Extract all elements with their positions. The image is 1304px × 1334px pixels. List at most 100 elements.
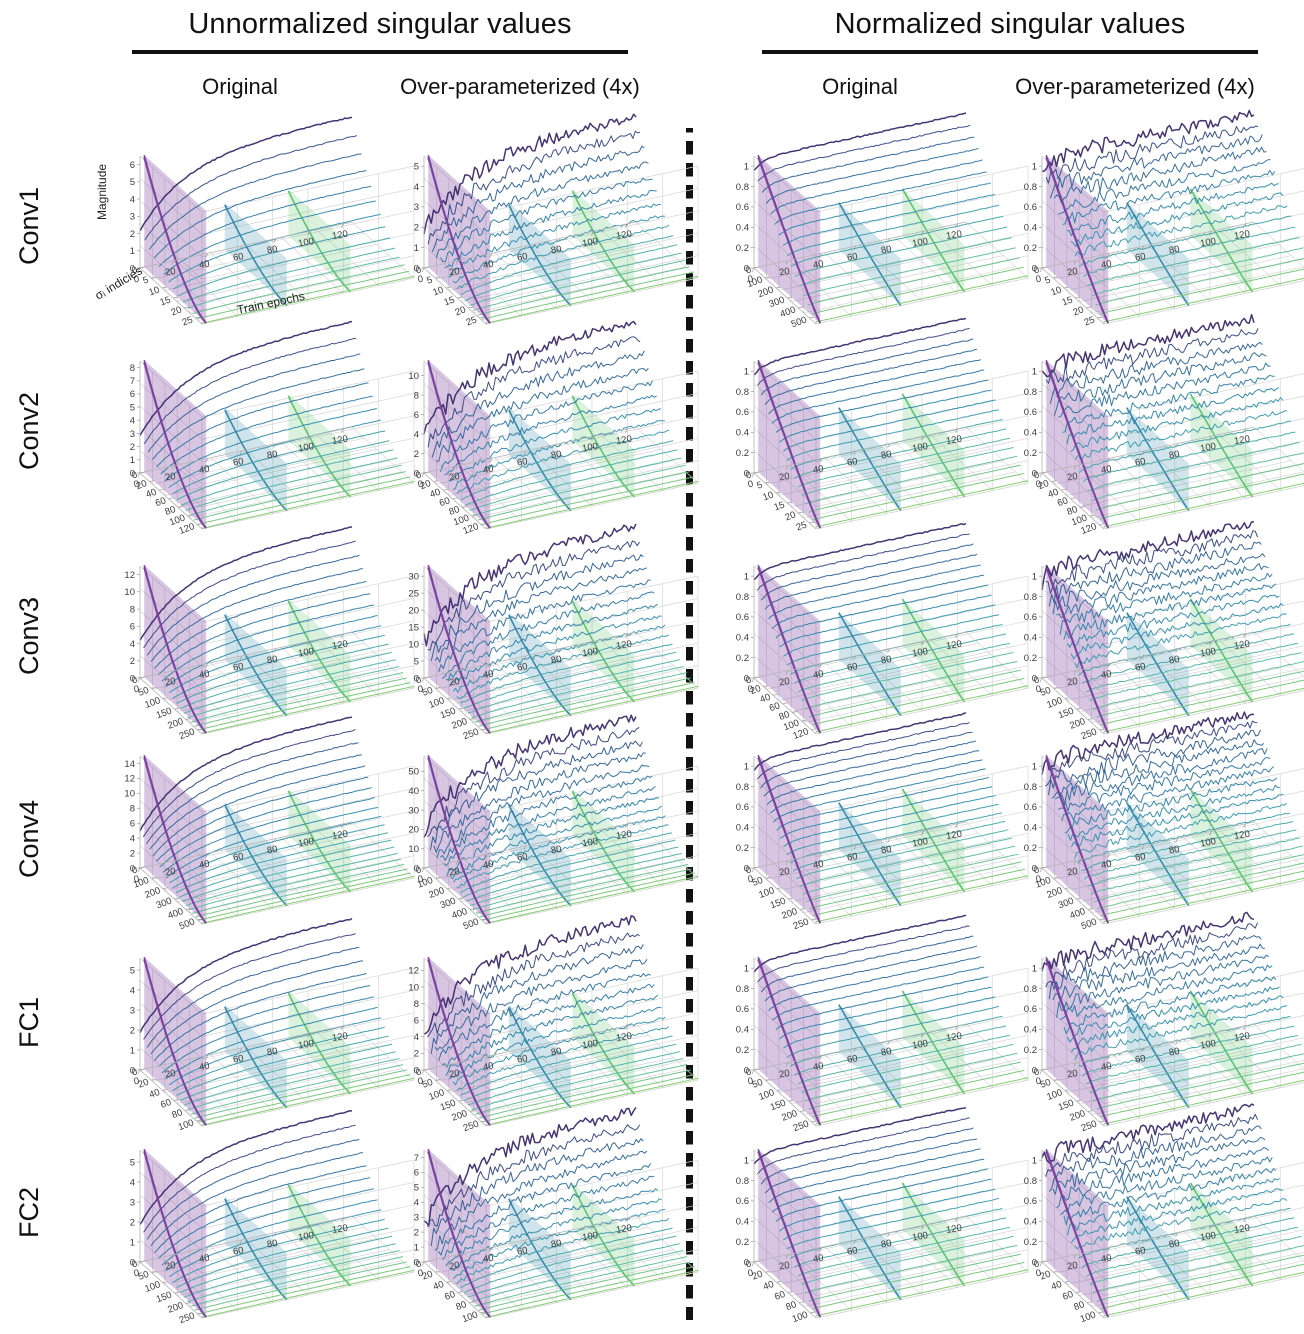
ridge-curves [753,112,1029,323]
svg-text:1: 1 [1032,572,1037,583]
svg-text:1: 1 [744,1156,749,1167]
plot-panel-conv4-unnormalized-overparam[interactable]: 0 10 20 30 40 50 0 20 40 60 80 100 120 0 100 200 300 400 5… [372,714,699,933]
svg-text:0.4: 0.4 [1024,1025,1037,1036]
plot-panel-conv3-unnormalized-original[interactable]: 0 2 4 6 8 10 12 0 20 40 60 80 100 120 0 50 100 150 200 250 [88,526,415,743]
svg-text:60: 60 [846,456,858,469]
svg-text:80: 80 [880,654,892,667]
plot-panel-fc1-normalized-original[interactable]: 0 0.2 0.4 0.6 0.8 1 0 20 40 60 80 100 120 0 50 100 150 20… [702,914,1029,1135]
svg-text:0.2: 0.2 [736,1045,749,1056]
svg-text:100: 100 [452,513,471,529]
svg-text:20: 20 [448,1068,460,1081]
init-spectrum-spine [757,958,822,1126]
svg-text:120: 120 [1080,521,1099,537]
svg-text:40: 40 [428,487,442,501]
plot-panel-conv1-normalized-original[interactable]: 0 0.2 0.4 0.6 0.8 1 0 20 40 60 80 100 120 0 100 200 300 4… [702,112,1029,333]
svg-text:3: 3 [130,212,135,223]
svg-text:20: 20 [421,1269,435,1283]
plot-panel-conv1-normalized-overparam[interactable]: 0 0.2 0.4 0.6 0.8 1 0 20 40 60 80 100 120 0 5 10 15 20 25 [990,109,1304,333]
svg-text:100: 100 [1199,441,1217,455]
svg-text:1: 1 [130,455,135,466]
plot-panel-conv4-unnormalized-original[interactable]: 0 2 4 6 8 10 12 14 0 20 40 60 80 100 120 0 100 200 300 400 5… [88,716,415,933]
svg-text:0: 0 [130,863,135,874]
svg-text:10: 10 [408,982,419,993]
svg-text:80: 80 [1168,1238,1180,1251]
svg-text:10: 10 [124,789,135,800]
plot-panel-conv2-normalized-original[interactable]: 0 0.2 0.4 0.6 0.8 1 0 20 40 60 80 100 120 0 5 10 15 20 25 [702,317,1029,538]
svg-text:60: 60 [516,661,528,674]
svg-text:0.6: 0.6 [736,612,749,623]
plot-panel-conv1-unnormalized-original[interactable]: 0 1 2 3 4 5 6 0 20 40 60 80 100 120 0 5 10 15 20 25 Magnitu… [88,116,415,333]
svg-text:1: 1 [130,1045,135,1056]
init-spectrum-spine [143,1151,207,1318]
epoch-highlight-slices [427,359,635,529]
svg-text:80: 80 [1168,844,1180,857]
svg-text:80: 80 [266,654,278,667]
svg-text:3: 3 [414,1213,419,1224]
svg-text:60: 60 [443,1289,457,1303]
init-spectrum-spine [757,756,822,924]
svg-text:8: 8 [130,604,135,615]
svg-text:60: 60 [768,700,782,714]
plot-panel-fc2-normalized-original[interactable]: 0 0.2 0.4 0.6 0.8 1 0 20 40 60 80 100 120 0 20 40 60 80 10… [702,1106,1029,1327]
init-spectrum-spine [757,566,822,734]
plot-panel-conv3-normalized-original[interactable]: 0 0.2 0.4 0.6 0.8 1 0 20 40 60 80 100 120 0 20 40 60 80 10… [702,522,1029,743]
svg-text:0: 0 [414,674,423,686]
svg-text:250: 250 [178,1310,197,1326]
svg-text:120: 120 [945,829,963,843]
svg-text:10: 10 [408,371,419,382]
plot-panel-fc2-normalized-overparam[interactable]: 0 0.2 0.4 0.6 0.8 1 0 20 40 60 80 100 120 0 20 40 60 80 10… [990,1103,1304,1327]
svg-text:2: 2 [414,449,419,460]
svg-text:60: 60 [846,661,858,674]
column-title-norm-overparam: Over-parameterized (4x) [1015,74,1255,99]
svg-text:40: 40 [1100,1253,1112,1266]
plot-panel-conv3-normalized-overparam[interactable]: 0 0.2 0.4 0.6 0.8 1 0 20 40 60 80 100 120 0 50 100 150 20… [990,520,1304,743]
svg-text:0: 0 [130,469,139,481]
epoch-highlight-slices [757,754,966,924]
svg-text:0.8: 0.8 [736,984,749,995]
svg-text:15: 15 [773,499,787,513]
svg-text:20: 20 [778,471,790,484]
svg-text:40: 40 [1100,1061,1112,1074]
plot-panel-conv1-unnormalized-overparam[interactable]: 0 1 2 3 4 5 0 20 40 60 80 100 120 0 5 10 15 20 25 [372,113,699,333]
svg-text:20: 20 [164,471,176,484]
plot-panel-fc1-normalized-overparam[interactable]: 0 0.2 0.4 0.6 0.8 1 0 20 40 60 80 100 120 0 50 100 150 20… [990,911,1304,1135]
svg-text:2: 2 [414,1049,419,1060]
axis-lines [139,156,353,325]
svg-text:200: 200 [450,1108,469,1124]
plot-panel-conv3-unnormalized-overparam[interactable]: 0 5 10 15 20 25 30 0 20 40 60 80 100 120 0 50 100 150 200 2… [372,523,699,743]
init-spectrum-spine [757,1150,822,1318]
svg-text:0: 0 [130,1066,139,1078]
svg-text:5: 5 [1043,274,1052,286]
z-axis-ticks: 0 0.2 0.4 0.6 0.8 1 [736,964,754,1076]
axis-lines [1041,958,1255,1127]
axis-lines [423,1150,637,1319]
plot-panel-conv2-unnormalized-overparam[interactable]: 0 2 4 6 8 10 0 20 40 60 80 100 120 0 20 40 60 80 100 120 [372,320,699,538]
epoch-highlight-slices [1045,754,1254,924]
svg-text:0: 0 [744,864,753,876]
plot-panel-conv4-normalized-overparam[interactable]: 0 0.2 0.4 0.6 0.8 1 0 20 40 60 80 100 120 0 100 200 300 4… [990,711,1304,933]
svg-text:60: 60 [232,251,244,264]
svg-text:80: 80 [1066,504,1080,518]
plot-panel-fc2-unnormalized-overparam[interactable]: 0 1 2 3 4 5 6 7 0 20 40 60 80 100 120 0 20 40 60 80 100 [372,1106,699,1327]
svg-text:25: 25 [465,314,479,328]
plot-panel-conv2-unnormalized-original[interactable]: 0 1 2 3 4 5 6 7 8 0 20 40 60 80 100 120 0 20 40 60 80 100 120 [88,320,415,538]
svg-text:4: 4 [130,1177,135,1188]
plot-panel-fc1-unnormalized-original[interactable]: 0 1 2 3 4 5 0 20 40 60 80 100 120 0 20 40 60 80 100 [88,917,415,1135]
plot-panel-conv2-normalized-overparam[interactable]: 0 0.2 0.4 0.6 0.8 1 0 20 40 60 80 100 120 0 20 40 60 80 10… [990,313,1304,538]
svg-text:0.4: 0.4 [1024,1217,1037,1228]
ridge-curves [423,320,699,529]
plot-panel-conv4-normalized-original[interactable]: 0 0.2 0.4 0.6 0.8 1 0 20 40 60 80 100 120 0 50 100 150 20… [702,712,1029,933]
init-spectrum-spine [427,362,491,529]
svg-text:80: 80 [778,709,792,723]
z-axis-ticks: 0 2 4 6 8 10 12 14 [124,759,140,874]
plot-panel-fc1-unnormalized-overparam[interactable]: 0 2 4 6 8 10 12 0 20 40 60 80 100 120 0 50 100 150 200 250 [372,915,699,1135]
svg-text:80: 80 [880,244,892,257]
plot-panel-fc2-unnormalized-original[interactable]: 0 1 2 3 4 5 0 20 40 60 80 100 120 0 50 100 150 200 250 [88,1110,415,1327]
init-spectrum-spine [427,1151,491,1318]
